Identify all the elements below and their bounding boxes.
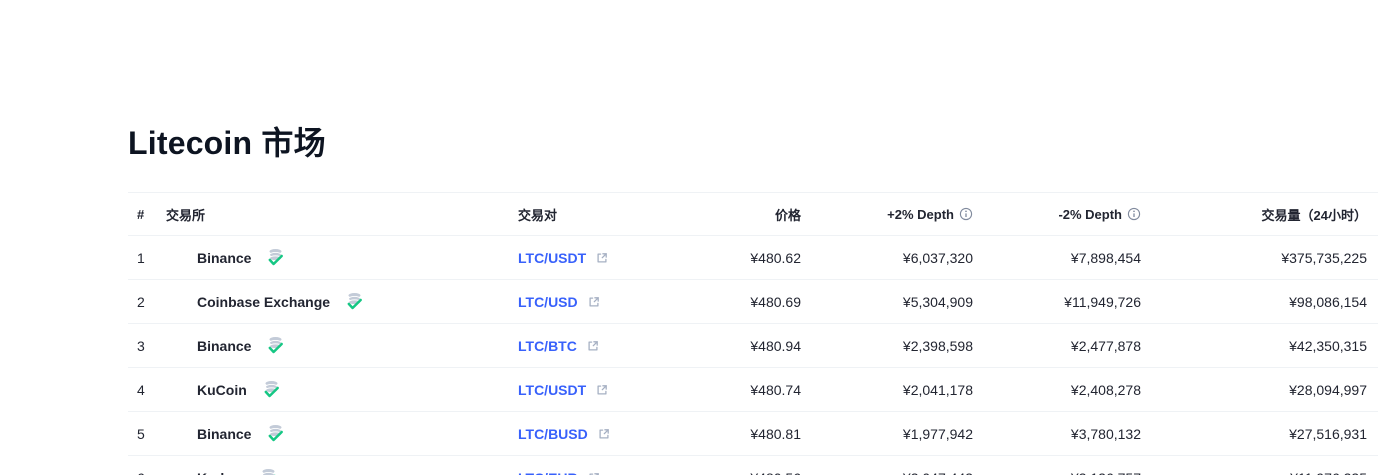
volume-cell: ¥27,516,931 xyxy=(1289,425,1367,442)
exchange-cell: Binance xyxy=(166,412,518,456)
market-table-row: 6 Kraken LTC/EUR ¥480.56 ¥2,047,443 ¥3,1… xyxy=(128,456,1378,475)
depth-minus-cell: ¥2,408,278 xyxy=(1070,381,1141,398)
verified-reserves-icon[interactable] xyxy=(258,467,279,475)
pair-cell: LTC/BTC xyxy=(518,324,700,368)
col-header-exchange[interactable]: 交易所 xyxy=(166,207,206,223)
external-link-icon[interactable] xyxy=(588,296,600,308)
pair-cell: LTC/USDT xyxy=(518,236,700,280)
pair-cell: LTC/BUSD xyxy=(518,412,700,456)
rank-cell: 4 xyxy=(137,381,145,398)
col-header-depth-plus[interactable]: +2% Depth xyxy=(801,193,973,236)
depth-plus-cell: ¥6,037,320 xyxy=(902,249,973,266)
info-icon[interactable] xyxy=(1127,207,1141,221)
depth-minus-cell: ¥2,477,878 xyxy=(1070,337,1141,354)
info-icon[interactable] xyxy=(959,207,973,221)
depth-minus-cell: ¥3,126,757 xyxy=(973,456,1141,475)
depth-minus-cell: ¥11,949,726 xyxy=(1064,293,1141,310)
market-table-row: 2 Coinbase Exchange LTC/USD ¥480.69 ¥5,3… xyxy=(128,280,1378,324)
price-cell: ¥480.81 xyxy=(750,425,801,442)
price-cell: ¥480.69 xyxy=(750,293,801,310)
market-table-row: 5 Binance LTC/BUSD ¥480.81 ¥1,977,942 ¥3… xyxy=(128,412,1378,456)
depth-minus-cell: ¥3,780,132 xyxy=(1070,425,1141,442)
col-header-volume[interactable]: 交易量（24小时） xyxy=(1261,207,1367,223)
page-title: Litecoin 市场 xyxy=(128,125,326,161)
market-table-row: 4 KuCoin LTC/USDT ¥480.74 ¥2,041,178 ¥2,… xyxy=(128,368,1378,412)
table-body: 1 Binance LTC/USDT ¥480.62 ¥6,037,320 ¥7… xyxy=(128,236,1378,475)
volume-cell: ¥28,094,997 xyxy=(1289,381,1367,398)
external-link-icon[interactable] xyxy=(588,472,600,475)
exchange-cell: Binance xyxy=(166,324,518,368)
volume-cell: ¥375,735,225 xyxy=(1281,249,1367,266)
rank-cell: 1 xyxy=(137,249,145,266)
rank-cell: 5 xyxy=(137,425,145,442)
pair-link[interactable]: LTC/BUSD xyxy=(518,425,588,442)
rank-cell: 6 xyxy=(128,456,166,475)
volume-cell: ¥42,350,315 xyxy=(1289,337,1367,354)
pair-cell: LTC/USD xyxy=(518,280,700,324)
exchange-name-link[interactable]: Binance xyxy=(197,250,252,266)
col-header-rank[interactable]: # xyxy=(137,206,145,222)
market-table-row: 1 Binance LTC/USDT ¥480.62 ¥6,037,320 ¥7… xyxy=(128,236,1378,280)
pair-link[interactable]: LTC/BTC xyxy=(518,337,577,354)
verified-reserves-icon[interactable] xyxy=(265,247,286,268)
col-header-pair[interactable]: 交易对 xyxy=(518,207,558,223)
verified-reserves-icon[interactable] xyxy=(265,335,286,356)
exchange-cell: Binance xyxy=(166,236,518,280)
rank-cell: 2 xyxy=(137,293,145,310)
pair-link[interactable]: LTC/USD xyxy=(518,293,578,310)
exchange-cell: Coinbase Exchange xyxy=(166,280,518,324)
volume-cell: ¥98,086,154 xyxy=(1289,293,1367,310)
exchange-name-link[interactable]: Kraken xyxy=(197,470,244,475)
rank-cell: 3 xyxy=(137,337,145,354)
verified-reserves-icon[interactable] xyxy=(261,379,282,400)
price-cell: ¥480.94 xyxy=(750,337,801,354)
depth-plus-label: +2% Depth xyxy=(887,206,954,222)
exchange-name-link[interactable]: KuCoin xyxy=(197,382,247,398)
pair-link[interactable]: LTC/USDT xyxy=(518,381,587,398)
exchange-cell: KuCoin xyxy=(166,368,518,412)
depth-minus-label: -2% Depth xyxy=(1058,206,1122,222)
external-link-icon[interactable] xyxy=(596,252,608,264)
volume-cell: ¥11,976,235 xyxy=(1141,456,1378,475)
pair-cell: LTC/EUR xyxy=(518,456,700,475)
depth-plus-cell: ¥2,398,598 xyxy=(902,337,973,354)
exchange-name-link[interactable]: Binance xyxy=(197,426,252,442)
markets-table: # 交易所 交易对 价格 +2% Depth xyxy=(128,192,1378,475)
verified-reserves-icon[interactable] xyxy=(344,291,365,312)
price-cell: ¥480.62 xyxy=(750,249,801,266)
verified-reserves-icon[interactable] xyxy=(265,423,286,444)
exchange-name-link[interactable]: Coinbase Exchange xyxy=(197,294,331,310)
pair-cell: LTC/USDT xyxy=(518,368,700,412)
table-header-row: # 交易所 交易对 价格 +2% Depth xyxy=(128,192,1378,236)
depth-plus-cell: ¥1,977,942 xyxy=(902,425,973,442)
price-cell: ¥480.74 xyxy=(750,381,801,398)
pair-link[interactable]: LTC/USDT xyxy=(518,249,587,266)
col-header-depth-minus[interactable]: -2% Depth xyxy=(973,193,1141,236)
external-link-icon[interactable] xyxy=(587,340,599,352)
col-header-price[interactable]: 价格 xyxy=(774,207,801,223)
depth-minus-cell: ¥7,898,454 xyxy=(1070,249,1141,266)
depth-plus-cell: ¥2,047,443 xyxy=(801,456,973,475)
pair-link[interactable]: LTC/EUR xyxy=(518,470,578,475)
market-table-row: 3 Binance LTC/BTC ¥480.94 ¥2,398,598 ¥2,… xyxy=(128,324,1378,368)
price-cell: ¥480.56 xyxy=(700,456,801,475)
external-link-icon[interactable] xyxy=(596,384,608,396)
exchange-cell: Kraken xyxy=(166,456,518,475)
depth-plus-cell: ¥5,304,909 xyxy=(902,293,973,310)
exchange-name-link[interactable]: Binance xyxy=(197,338,252,354)
external-link-icon[interactable] xyxy=(598,428,610,440)
depth-plus-cell: ¥2,041,178 xyxy=(902,381,973,398)
